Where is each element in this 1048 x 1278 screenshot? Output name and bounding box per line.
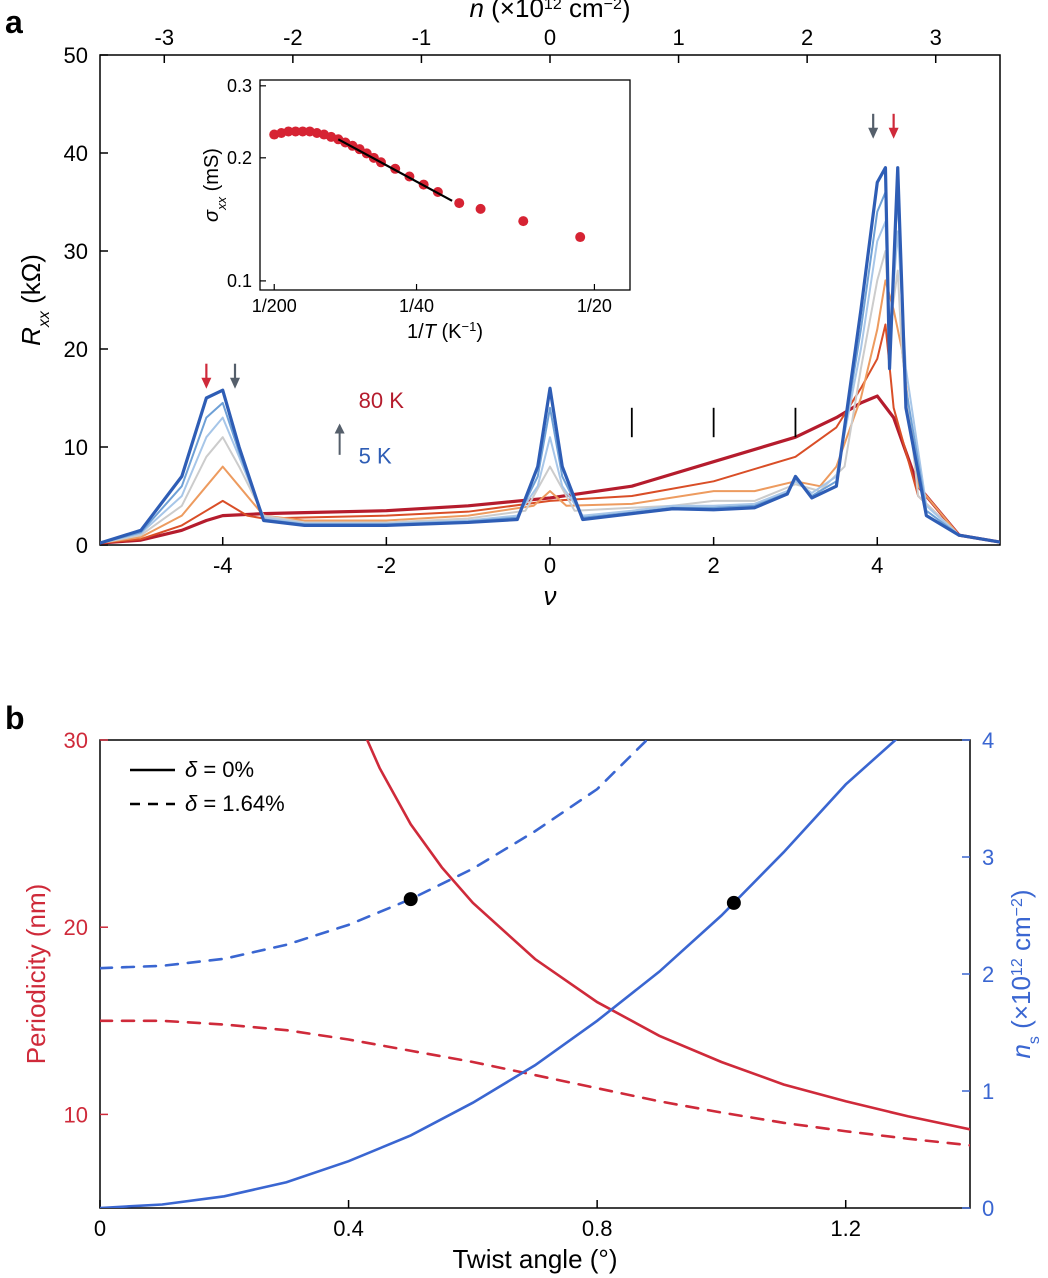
ytick-right-b: 0 bbox=[982, 1196, 994, 1221]
xtick-bottom: -4 bbox=[213, 553, 233, 578]
svg-text:ns (×1012 cm−2): ns (×1012 cm−2) bbox=[1006, 889, 1043, 1058]
xtick-b: 0.8 bbox=[582, 1216, 613, 1241]
xtick-b: 0 bbox=[94, 1216, 106, 1241]
ytick-left-b: 10 bbox=[64, 1102, 88, 1127]
ytick: 20 bbox=[64, 337, 88, 362]
xtick-bottom: 2 bbox=[708, 553, 720, 578]
ytick-right-b: 2 bbox=[982, 962, 994, 987]
figure-container: a b -4-2024-3-2-1012301020304050νn (×101… bbox=[0, 0, 1048, 1278]
curve-ns-164 bbox=[100, 740, 647, 968]
xtick-bottom: 4 bbox=[871, 553, 883, 578]
ylabel-left-b: Periodicity (nm) bbox=[21, 884, 51, 1065]
xtick-top: 0 bbox=[544, 25, 556, 50]
ylabel-left: Rxx (kΩ) bbox=[16, 254, 53, 346]
xlabel-b: Twist angle (°) bbox=[452, 1244, 617, 1274]
inset-xtick: 1/20 bbox=[577, 296, 612, 316]
figure-svg: -4-2024-3-2-1012301020304050νn (×1012 cm… bbox=[0, 0, 1048, 1278]
marker-point-1 bbox=[727, 896, 741, 910]
legend-label-1: δ = 1.64% bbox=[185, 791, 285, 816]
xtick-top: -2 bbox=[283, 25, 303, 50]
ytick: 40 bbox=[64, 141, 88, 166]
ytick: 10 bbox=[64, 435, 88, 460]
xtick-top: -1 bbox=[412, 25, 432, 50]
svg-text:Periodicity (nm): Periodicity (nm) bbox=[21, 884, 51, 1065]
xtick-top: 3 bbox=[930, 25, 942, 50]
ytick-left-b: 30 bbox=[64, 728, 88, 753]
curve-periodicity-164 bbox=[100, 1021, 970, 1145]
inset-ylabel: σxx (mS) bbox=[201, 148, 229, 222]
xlabel-top: n (×1012 cm−2) bbox=[469, 0, 630, 23]
arrow-right-1-head bbox=[889, 128, 899, 139]
inset-xlabel: 1/T (K−1) bbox=[407, 319, 483, 344]
arrow-right-0-head bbox=[868, 128, 878, 139]
xtick-bottom: -2 bbox=[377, 553, 397, 578]
xlabel-bottom: ν bbox=[544, 581, 557, 611]
curve-80K bbox=[100, 396, 1000, 543]
ytick: 50 bbox=[64, 43, 88, 68]
temp-arrow-head bbox=[335, 423, 345, 433]
ytick-right-b: 4 bbox=[982, 728, 994, 753]
xtick-top: -3 bbox=[155, 25, 175, 50]
ytick-right-b: 1 bbox=[982, 1079, 994, 1104]
svg-text:σxx (mS): σxx (mS) bbox=[201, 148, 229, 222]
legend-label-0: δ = 0% bbox=[185, 757, 254, 782]
ytick-right-b: 3 bbox=[982, 845, 994, 870]
inset-xtick: 1/200 bbox=[252, 296, 297, 316]
curve-periodicity-0 bbox=[367, 740, 970, 1129]
temp-hot-label: 80 K bbox=[359, 388, 405, 413]
temp-cold-label: 5 K bbox=[359, 444, 392, 469]
xtick-top: 2 bbox=[801, 25, 813, 50]
inset-axes bbox=[260, 80, 630, 290]
inset-point bbox=[518, 216, 528, 226]
inset-point bbox=[476, 204, 486, 214]
xtick-bottom: 0 bbox=[544, 553, 556, 578]
inset-point bbox=[575, 232, 585, 242]
xtick-b: 1.2 bbox=[830, 1216, 861, 1241]
inset-ytick: 0.1 bbox=[227, 271, 252, 291]
ytick: 30 bbox=[64, 239, 88, 264]
xtick-b: 0.4 bbox=[333, 1216, 364, 1241]
inset-xtick: 1/40 bbox=[399, 296, 434, 316]
marker-point-0 bbox=[404, 892, 418, 906]
arrow-left-1-head bbox=[230, 378, 240, 389]
panel-b-label: b bbox=[5, 700, 25, 737]
ytick-left-b: 20 bbox=[64, 915, 88, 940]
inset-ytick: 0.3 bbox=[227, 76, 252, 96]
svg-text:Rxx (kΩ): Rxx (kΩ) bbox=[16, 254, 53, 346]
ytick: 0 bbox=[76, 533, 88, 558]
inset-point bbox=[454, 198, 464, 208]
inset-ytick: 0.2 bbox=[227, 148, 252, 168]
arrow-left-0-head bbox=[201, 378, 211, 389]
ylabel-right-b: ns (×1012 cm−2) bbox=[1006, 889, 1043, 1058]
xtick-top: 1 bbox=[672, 25, 684, 50]
panel-a-label: a bbox=[5, 4, 23, 41]
